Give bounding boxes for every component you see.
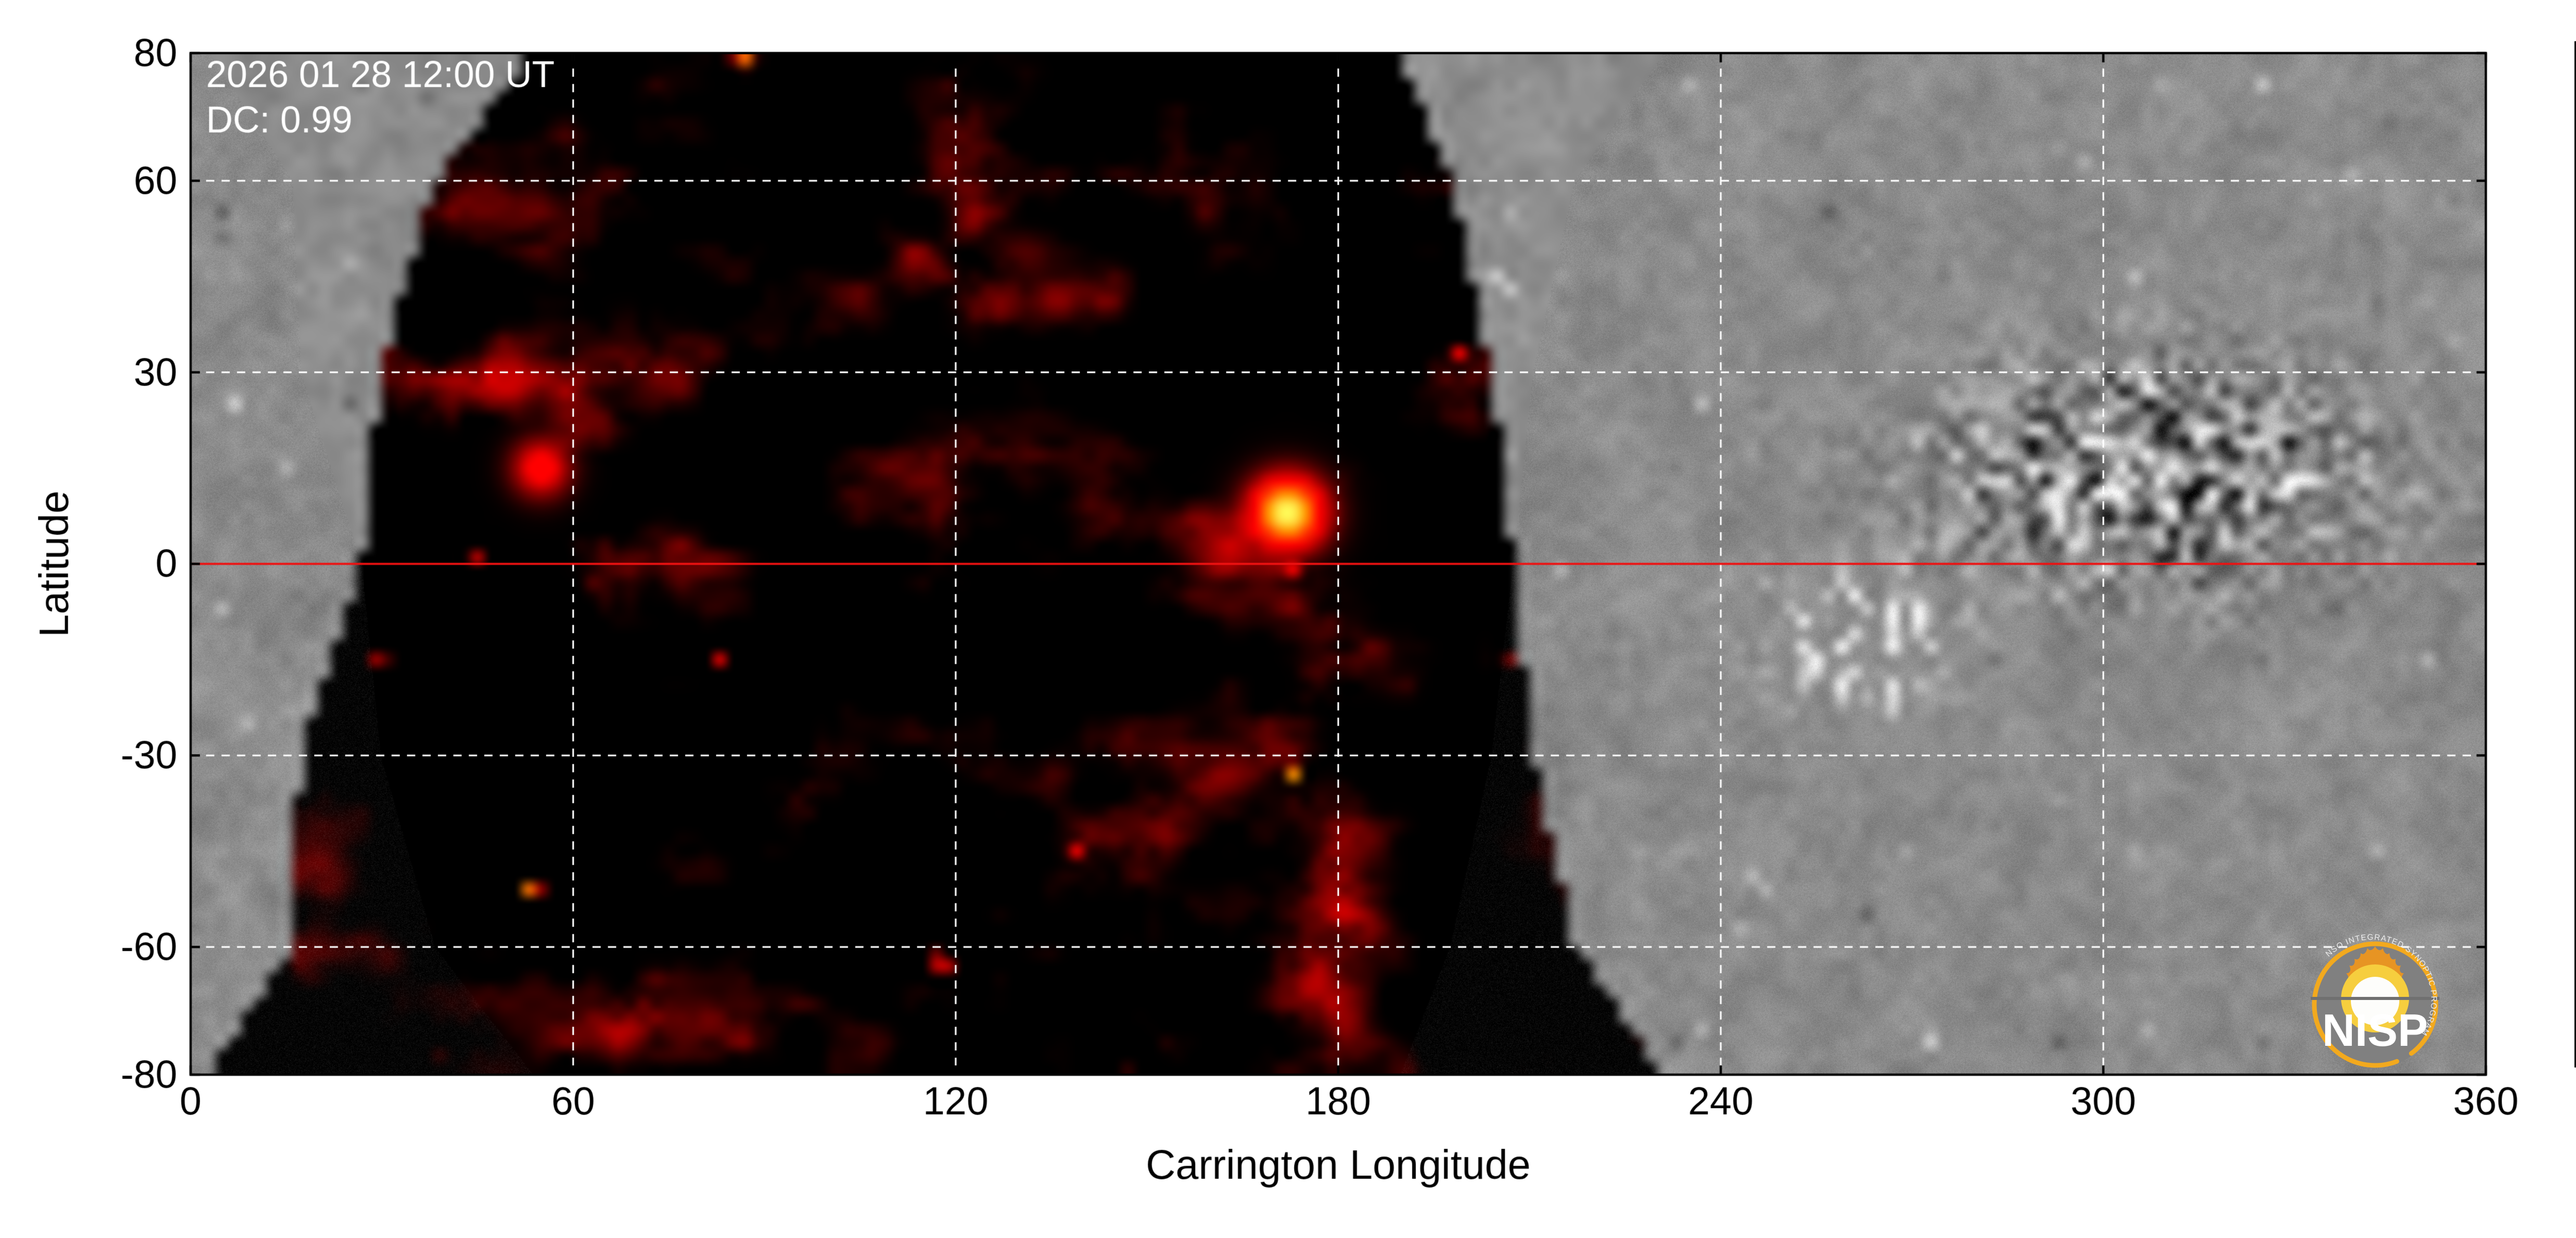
svg-text:NISP: NISP (2322, 1005, 2428, 1056)
